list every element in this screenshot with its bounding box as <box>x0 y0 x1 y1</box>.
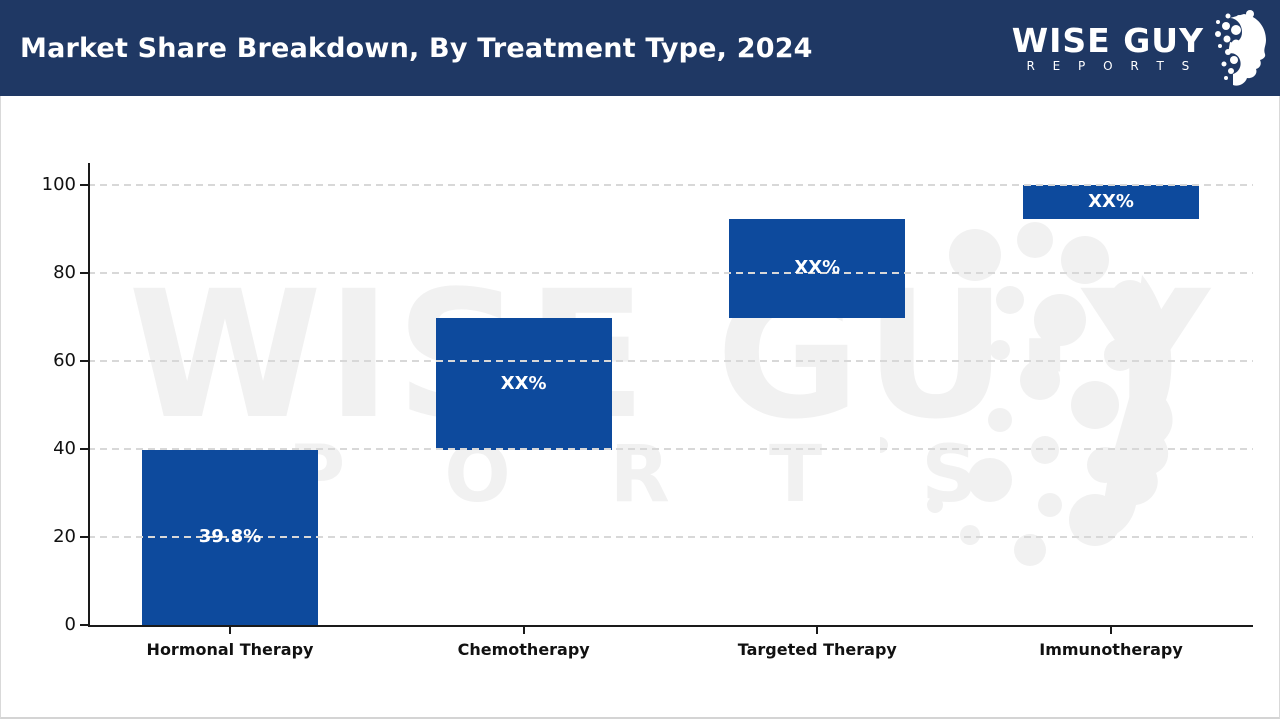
y-tick-40 <box>80 448 88 450</box>
y-tick-label-80: 80 <box>53 262 76 283</box>
gridline-80 <box>88 272 1253 274</box>
x-tick-label-hormonal-therapy: Hormonal Therapy <box>146 640 314 659</box>
gridline-100 <box>88 184 1253 186</box>
y-tick-60 <box>80 360 88 362</box>
gridline-60 <box>88 360 1253 362</box>
y-tick-80 <box>80 272 88 274</box>
x-tick-2 <box>522 626 525 634</box>
y-axis-spine <box>88 163 90 627</box>
y-tick-100 <box>80 184 88 186</box>
bar-value-label: XX% <box>500 372 547 394</box>
x-tick-4 <box>1110 626 1112 634</box>
logo-subtitle: R E P O R T S <box>1026 59 1197 73</box>
dotted-head-icon <box>1215 10 1266 86</box>
wise-guy-reports-logo: WISE GUY R E P O R T S <box>1012 8 1270 88</box>
gridline-20 <box>88 536 1253 538</box>
page-title: Market Share Breakdown, By Treatment Typ… <box>20 32 813 64</box>
bar-value-label: 39.8% <box>198 526 262 548</box>
y-tick-20 <box>80 536 88 538</box>
header-bar: Market Share Breakdown, By Treatment Typ… <box>0 0 1280 96</box>
gridline-40 <box>88 448 1253 450</box>
y-tick-label-60: 60 <box>53 350 76 371</box>
x-axis-spine <box>88 625 1253 627</box>
bar-value-label: XX% <box>1088 190 1134 212</box>
x-tick-label-immunotherapy: Immunotherapy <box>1039 640 1183 659</box>
x-tick-label-targeted-therapy: Targeted Therapy <box>737 640 897 659</box>
bar-chemotherapy <box>435 317 612 450</box>
y-tick-label-20: 20 <box>53 526 76 547</box>
x-tick-label-chemotherapy: Chemotherapy <box>457 640 590 659</box>
bar-value-label: XX% <box>794 257 841 279</box>
y-tick-label-100: 100 <box>41 174 76 195</box>
logo-wordmark: WISE GUY <box>1011 21 1204 60</box>
x-tick-3 <box>816 626 819 634</box>
logo-text: WISE GUY R E P O R T S <box>1012 24 1204 72</box>
y-tick-label-0: 0 <box>64 614 76 635</box>
x-tick-1 <box>229 626 231 634</box>
y-tick-0 <box>80 624 88 626</box>
watermark-wordmark: WISE GU·Y <box>128 253 1214 458</box>
watermark-head-icon <box>880 222 1173 566</box>
bar-immunotherapy <box>1023 185 1199 219</box>
bar-targeted-therapy <box>729 218 906 318</box>
y-tick-label-40: 40 <box>53 438 76 459</box>
